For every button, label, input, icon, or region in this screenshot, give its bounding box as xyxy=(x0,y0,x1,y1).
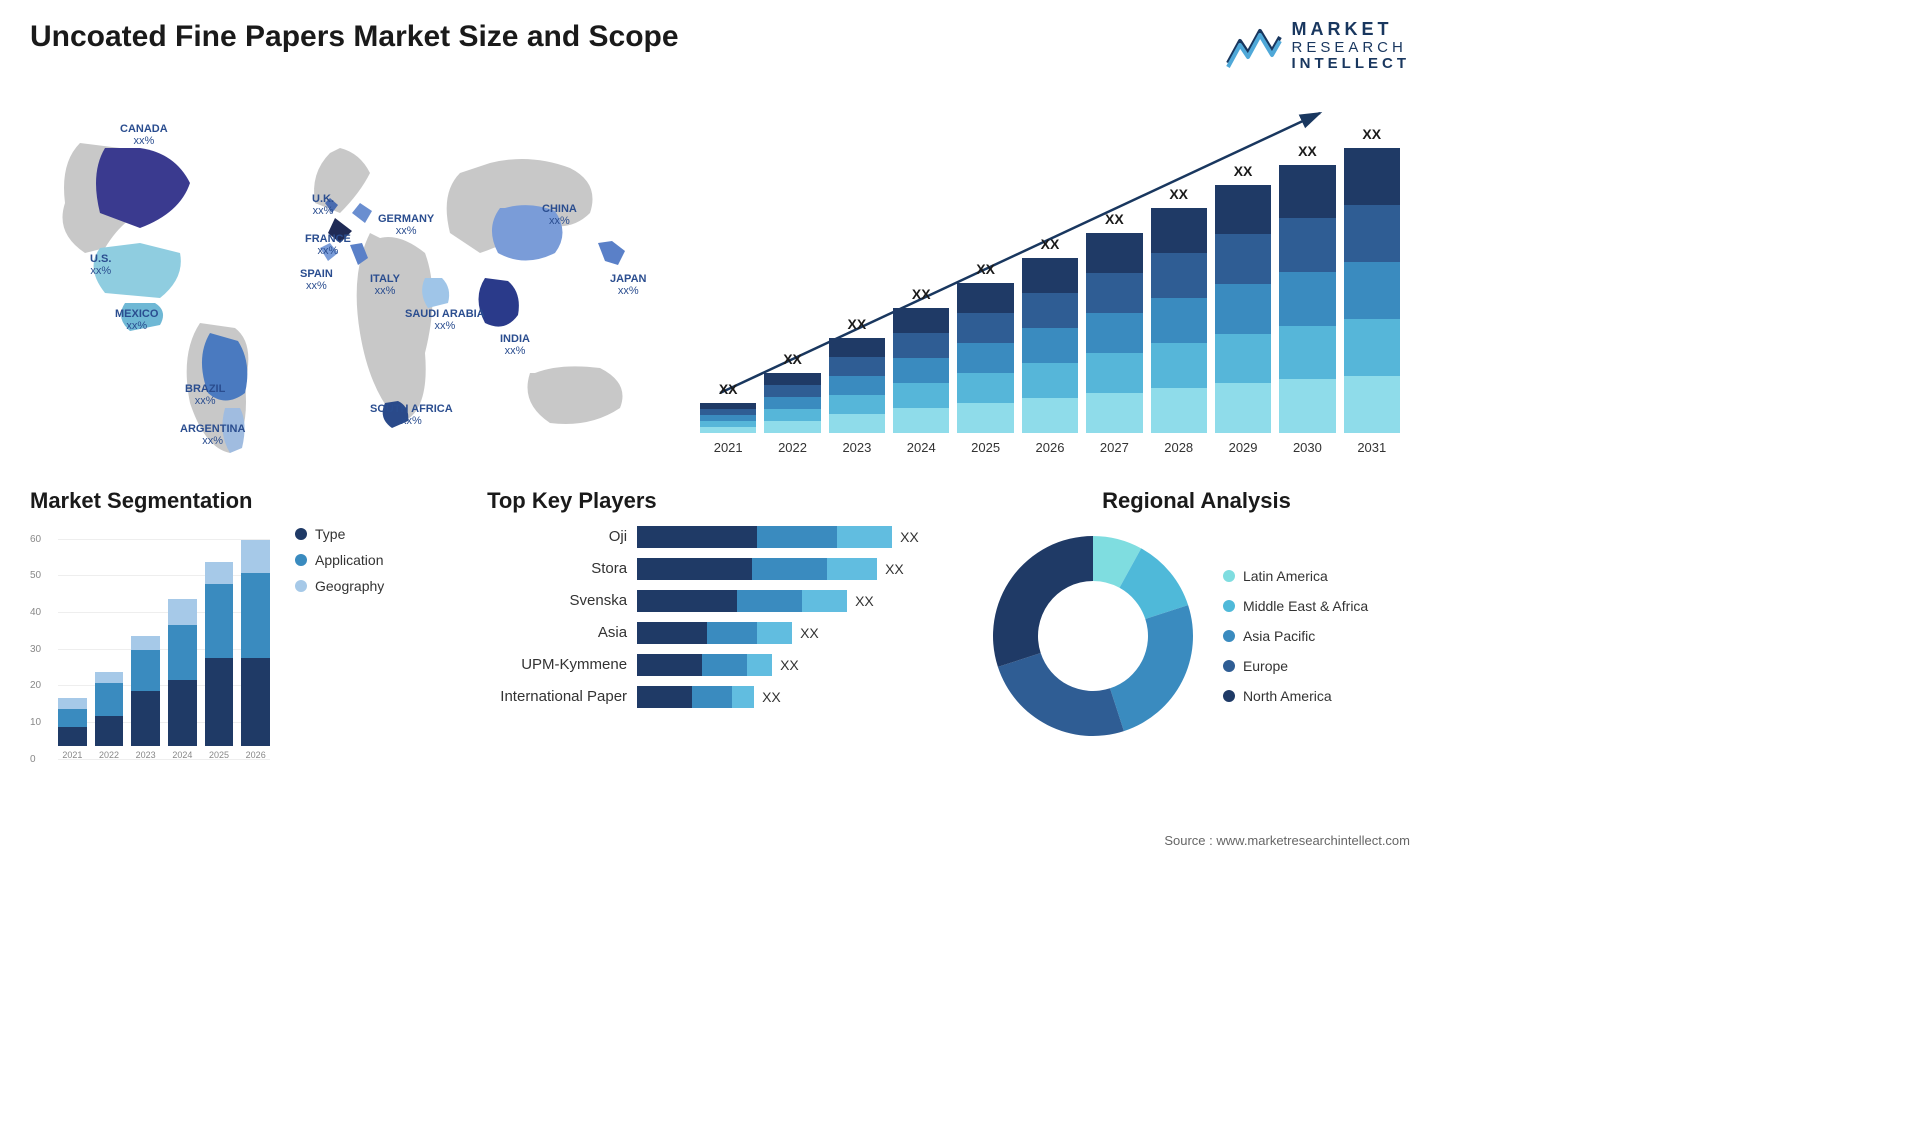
seg-bar xyxy=(241,540,270,745)
player-row: StoraXX xyxy=(487,558,953,580)
growth-bar-label: XX xyxy=(1215,163,1271,179)
map-label: CHINAxx% xyxy=(542,203,577,227)
growth-bar: XX2024 xyxy=(893,308,949,433)
seg-legend-item: Geography xyxy=(295,578,384,594)
regional-donut-chart xyxy=(983,526,1203,746)
map-label: U.K.xx% xyxy=(312,193,334,217)
map-label: GERMANYxx% xyxy=(378,213,434,237)
growth-year-label: 2022 xyxy=(764,440,820,455)
growth-bar-label: XX xyxy=(893,286,949,302)
growth-year-label: 2028 xyxy=(1151,440,1207,455)
seg-legend-item: Type xyxy=(295,526,384,542)
growth-bar: XX2026 xyxy=(1022,258,1078,433)
player-row: International PaperXX xyxy=(487,686,953,708)
players-title: Top Key Players xyxy=(487,488,953,514)
players-list: OjiXX StoraXX SvenskaXX AsiaXX UPM-KymmeneXX… xyxy=(487,526,953,708)
seg-bar xyxy=(168,599,197,746)
brand-logo: MARKET RESEARCH INTELLECT xyxy=(1226,20,1411,73)
logo-line3: INTELLECT xyxy=(1292,56,1411,73)
source-text: Source : www.marketresearchintellect.com xyxy=(1164,833,1410,848)
growth-bar-label: XX xyxy=(1344,126,1400,142)
seg-bar xyxy=(131,636,160,746)
growth-bar-label: XX xyxy=(829,316,885,332)
growth-bar-label: XX xyxy=(1151,186,1207,202)
seg-bar xyxy=(95,672,124,745)
player-row: SvenskaXX xyxy=(487,590,953,612)
regional-legend: Latin America Middle East & Africa Asia Pa… xyxy=(1223,568,1368,704)
map-label: MEXICOxx% xyxy=(115,308,158,332)
growth-chart-panel: XX2021XX2022XX2023XX2024XX2025XX2026XX20… xyxy=(700,93,1410,463)
segmentation-legend: Type Application Geography xyxy=(295,526,384,594)
logo-icon xyxy=(1226,23,1282,69)
seg-legend-item: Application xyxy=(295,552,384,568)
growth-bar-label: XX xyxy=(764,351,820,367)
growth-year-label: 2021 xyxy=(700,440,756,455)
map-label: FRANCExx% xyxy=(305,233,351,257)
growth-bar: XX2030 xyxy=(1279,165,1335,433)
growth-bar: XX2029 xyxy=(1215,185,1271,433)
seg-bar xyxy=(205,562,234,745)
growth-bar-label: XX xyxy=(1086,211,1142,227)
growth-year-label: 2030 xyxy=(1279,440,1335,455)
growth-bar-label: XX xyxy=(1279,143,1335,159)
growth-bar-label: XX xyxy=(1022,236,1078,252)
growth-year-label: 2029 xyxy=(1215,440,1271,455)
player-row: OjiXX xyxy=(487,526,953,548)
world-map-icon xyxy=(30,93,670,463)
map-label: SAUDI ARABIAxx% xyxy=(405,308,485,332)
map-label: SOUTH AFRICAxx% xyxy=(370,403,453,427)
growth-year-label: 2025 xyxy=(957,440,1013,455)
growth-bar: XX2025 xyxy=(957,283,1013,433)
growth-year-label: 2026 xyxy=(1022,440,1078,455)
growth-bar: XX2028 xyxy=(1151,208,1207,433)
growth-bar-label: XX xyxy=(957,261,1013,277)
donut-slice xyxy=(993,536,1093,667)
map-label: CANADAxx% xyxy=(120,123,168,147)
regional-legend-item: Europe xyxy=(1223,658,1368,674)
player-row: UPM-KymmeneXX xyxy=(487,654,953,676)
map-label: SPAINxx% xyxy=(300,268,333,292)
logo-line2: RESEARCH xyxy=(1292,40,1411,57)
regional-legend-item: Asia Pacific xyxy=(1223,628,1368,644)
growth-bar: XX2022 xyxy=(764,373,820,433)
regional-title: Regional Analysis xyxy=(983,488,1410,514)
growth-year-label: 2023 xyxy=(829,440,885,455)
growth-year-label: 2027 xyxy=(1086,440,1142,455)
growth-bar-label: XX xyxy=(700,381,756,397)
player-row: AsiaXX xyxy=(487,622,953,644)
page-title: Uncoated Fine Papers Market Size and Sco… xyxy=(30,20,679,54)
map-label: BRAZILxx% xyxy=(185,383,225,407)
growth-year-label: 2024 xyxy=(893,440,949,455)
donut-slice xyxy=(998,653,1124,736)
map-label: INDIAxx% xyxy=(500,333,530,357)
map-label: ARGENTINAxx% xyxy=(180,423,245,447)
regional-legend-item: Middle East & Africa xyxy=(1223,598,1368,614)
growth-year-label: 2031 xyxy=(1344,440,1400,455)
growth-bar: XX2021 xyxy=(700,403,756,433)
world-map-panel: CANADAxx% U.S.xx% MEXICOxx% BRAZILxx% ARGENT… xyxy=(30,93,670,463)
map-label: ITALYxx% xyxy=(370,273,400,297)
growth-bar: XX2027 xyxy=(1086,233,1142,433)
segmentation-title: Market Segmentation xyxy=(30,488,457,514)
growth-bar: XX2031 xyxy=(1344,148,1400,433)
donut-slice xyxy=(1110,605,1193,731)
growth-bar: XX2023 xyxy=(829,338,885,433)
map-label: U.S.xx% xyxy=(90,253,111,277)
regional-legend-item: North America xyxy=(1223,688,1368,704)
logo-line1: MARKET xyxy=(1292,20,1411,40)
regional-legend-item: Latin America xyxy=(1223,568,1368,584)
seg-bar xyxy=(58,698,87,746)
map-label: JAPANxx% xyxy=(610,273,646,297)
